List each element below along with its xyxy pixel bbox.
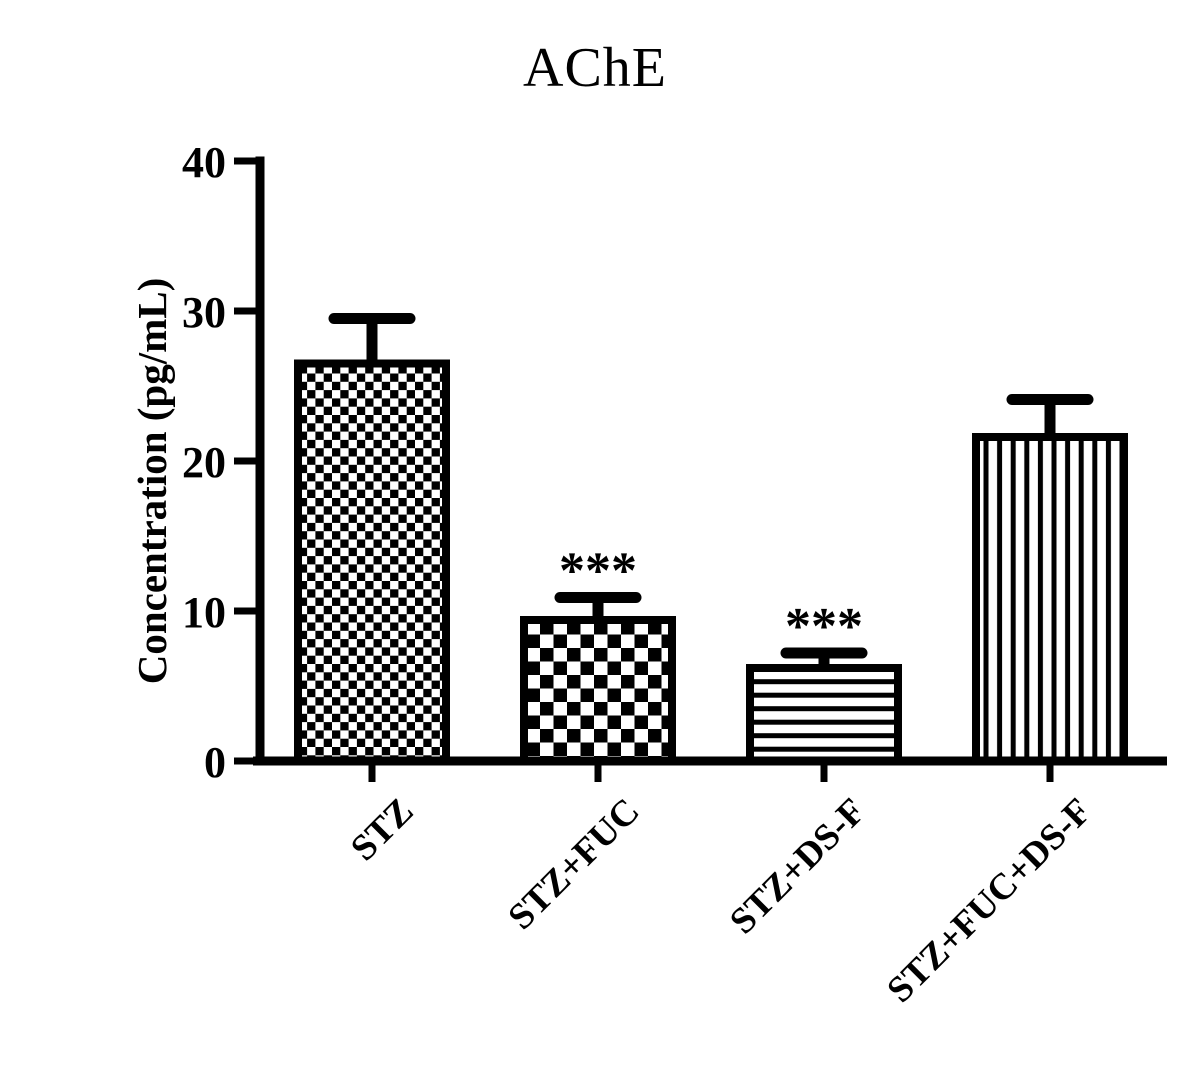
significance-stars: *** (559, 543, 637, 600)
bar-stz-fuc (520, 616, 676, 765)
y-tick-label: 0 (204, 738, 226, 787)
bar-stz-fuc-ds-f (972, 433, 1128, 765)
y-tick-label: 10 (182, 588, 226, 637)
chart-title: AChE (523, 37, 667, 99)
y-tick-label: 40 (182, 138, 226, 187)
y-tick-label: 20 (182, 438, 226, 487)
y-tick-label: 30 (182, 288, 226, 337)
bar-stz (294, 359, 450, 765)
bar-stz-ds-f (746, 664, 902, 765)
significance-stars: *** (785, 598, 863, 655)
